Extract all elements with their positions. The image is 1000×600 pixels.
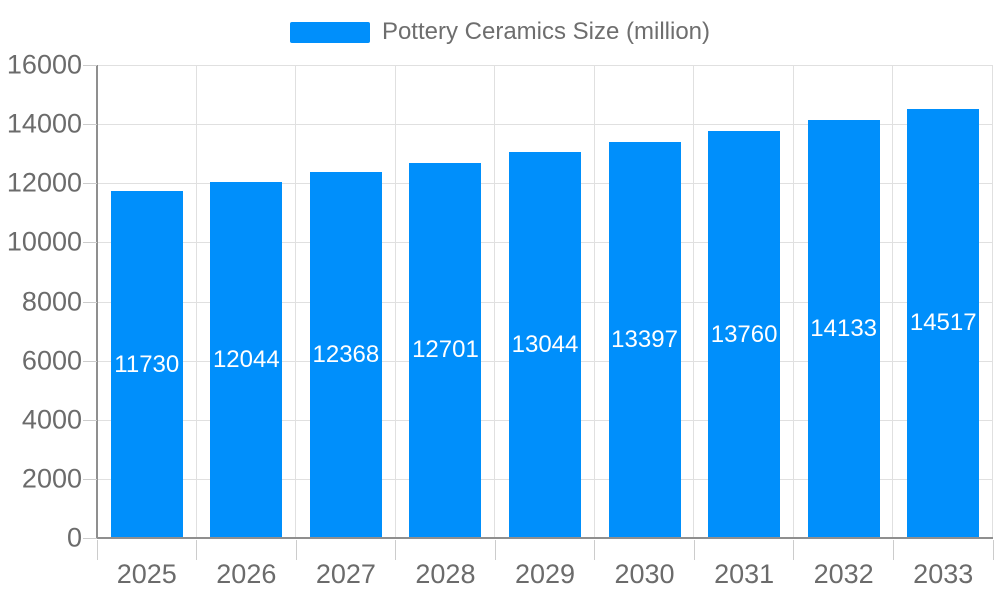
h-gridline xyxy=(97,65,993,66)
y-axis-label: 16000 xyxy=(6,49,82,80)
y-axis-label: 10000 xyxy=(6,226,82,257)
bar[interactable]: 14133 xyxy=(807,120,880,538)
y-axis-label: 14000 xyxy=(6,108,82,139)
x-axis-label: 2027 xyxy=(315,559,376,589)
bar-value-label: 14133 xyxy=(810,315,878,343)
v-gridline xyxy=(992,65,993,538)
x-axis-label: 2028 xyxy=(415,559,476,589)
x-axis-label: 2032 xyxy=(813,559,874,589)
x-axis-tick xyxy=(594,540,596,560)
x-axis-label: 2033 xyxy=(913,559,974,589)
bar[interactable]: 12044 xyxy=(210,181,283,538)
y-axis-tick xyxy=(83,360,97,362)
x-axis-tick xyxy=(693,540,695,560)
bar[interactable]: 12368 xyxy=(309,172,382,538)
x-axis-tick xyxy=(793,540,795,560)
bar-value-label: 12368 xyxy=(312,341,380,369)
v-gridline xyxy=(195,65,197,538)
x-axis-label: 2030 xyxy=(614,559,675,589)
y-axis-tick xyxy=(83,301,97,303)
bar[interactable]: 13760 xyxy=(708,131,781,538)
y-axis-tick xyxy=(83,478,97,480)
x-axis-tick xyxy=(96,540,98,560)
bar-value-label: 13397 xyxy=(611,325,678,353)
bar[interactable]: 14517 xyxy=(907,108,980,538)
y-axis-label: 0 xyxy=(66,522,82,553)
legend-label: Pottery Ceramics Size (million) xyxy=(381,18,711,45)
bar-value-label: 13760 xyxy=(710,320,778,348)
x-axis-tick xyxy=(494,540,496,560)
v-gridline xyxy=(295,65,297,538)
bar-value-label: 12044 xyxy=(212,345,280,373)
bar[interactable]: 12701 xyxy=(409,162,482,538)
y-axis-label: 12000 xyxy=(6,167,82,198)
x-axis-line xyxy=(97,537,993,539)
y-axis-tick xyxy=(83,183,97,185)
bar[interactable]: 13044 xyxy=(509,152,581,538)
x-axis-tick xyxy=(892,540,894,560)
y-axis-tick xyxy=(83,65,97,66)
y-axis-label: 2000 xyxy=(21,463,82,494)
y-axis-tick xyxy=(83,242,97,244)
x-axis-label: 2031 xyxy=(714,559,775,589)
x-axis-label: 2026 xyxy=(216,559,277,589)
bar[interactable]: 11730 xyxy=(110,191,183,538)
y-axis-label: 6000 xyxy=(21,345,82,376)
bar-value-label: 11730 xyxy=(114,350,180,378)
bar[interactable]: 13397 xyxy=(608,141,681,538)
y-axis-tick xyxy=(83,419,97,421)
y-axis-label: 8000 xyxy=(21,286,82,316)
v-gridline xyxy=(792,65,794,538)
x-axis-tick xyxy=(992,540,994,560)
y-axis-label: 4000 xyxy=(21,404,82,435)
x-axis-tick xyxy=(196,540,198,560)
legend-marker-icon xyxy=(289,21,370,43)
v-gridline xyxy=(693,65,695,538)
h-gridline xyxy=(97,124,993,126)
x-axis-label: 2025 xyxy=(116,559,177,589)
bar-value-label: 14517 xyxy=(909,309,977,337)
bar-value-label: 13044 xyxy=(511,331,579,359)
y-axis-line xyxy=(96,65,98,538)
x-axis-tick xyxy=(395,540,397,560)
v-gridline xyxy=(892,65,894,538)
bar-value-label: 12701 xyxy=(412,336,479,364)
plot-area: 11730 12044 12368 12701 13044 13397 13760 14133… xyxy=(97,65,993,538)
y-axis-tick xyxy=(83,538,97,539)
v-gridline xyxy=(494,65,496,538)
v-gridline xyxy=(593,65,595,538)
x-axis-tick xyxy=(295,540,297,560)
x-axis-label: 2029 xyxy=(514,559,576,589)
v-gridline xyxy=(394,65,396,538)
legend-item[interactable]: Pottery Ceramics Size (million) xyxy=(0,18,1000,46)
y-axis-tick xyxy=(83,124,97,126)
